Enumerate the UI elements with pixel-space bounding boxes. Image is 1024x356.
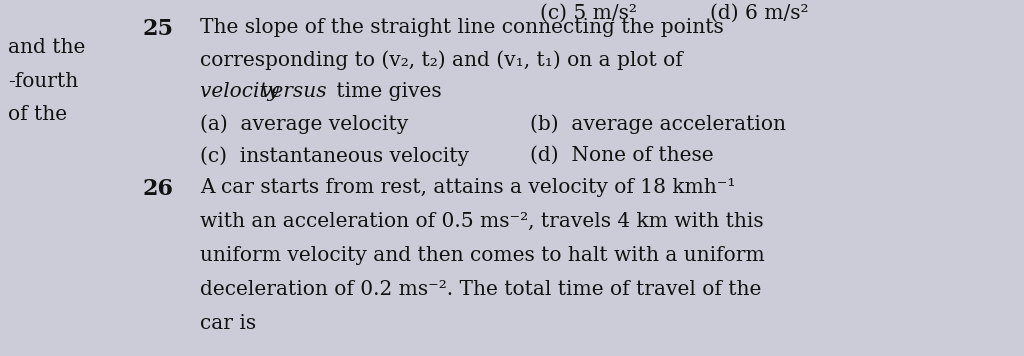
Text: uniform velocity and then comes to halt with a uniform: uniform velocity and then comes to halt … bbox=[200, 246, 765, 265]
Text: A car starts from rest, attains a velocity of 18 kmh⁻¹: A car starts from rest, attains a veloci… bbox=[200, 178, 735, 197]
Text: (c) 5 m/s²: (c) 5 m/s² bbox=[540, 4, 637, 23]
Text: of the: of the bbox=[8, 105, 68, 124]
Text: versus: versus bbox=[260, 82, 327, 101]
Text: (c)  instantaneous velocity: (c) instantaneous velocity bbox=[200, 146, 469, 166]
Text: (a)  average velocity: (a) average velocity bbox=[200, 114, 409, 134]
Text: and the: and the bbox=[8, 38, 85, 57]
Text: car is: car is bbox=[200, 314, 256, 333]
Text: with an acceleration of 0.5 ms⁻², travels 4 km with this: with an acceleration of 0.5 ms⁻², travel… bbox=[200, 212, 764, 231]
Text: time gives: time gives bbox=[330, 82, 441, 101]
Text: (d)  None of these: (d) None of these bbox=[530, 146, 714, 165]
Text: deceleration of 0.2 ms⁻². The total time of travel of the: deceleration of 0.2 ms⁻². The total time… bbox=[200, 280, 762, 299]
Text: (b)  average acceleration: (b) average acceleration bbox=[530, 114, 786, 134]
Text: 25: 25 bbox=[143, 18, 174, 40]
Text: velocity: velocity bbox=[200, 82, 286, 101]
Text: corresponding to (v₂, t₂) and (v₁, t₁) on a plot of: corresponding to (v₂, t₂) and (v₁, t₁) o… bbox=[200, 50, 683, 70]
Text: -fourth: -fourth bbox=[8, 72, 78, 91]
Text: (d) 6 m/s²: (d) 6 m/s² bbox=[710, 4, 809, 23]
Text: The slope of the straight line connecting the points: The slope of the straight line connectin… bbox=[200, 18, 724, 37]
Text: 26: 26 bbox=[143, 178, 174, 200]
